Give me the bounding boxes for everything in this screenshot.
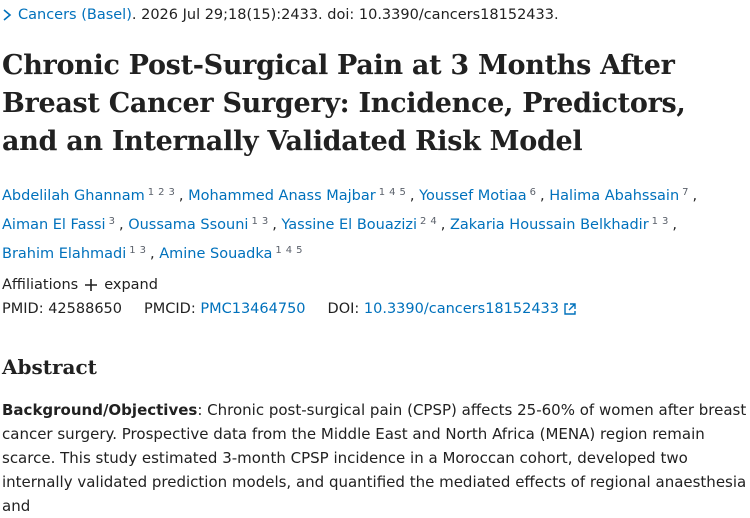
affiliation-number[interactable]: 4: [430, 216, 437, 227]
author-name[interactable]: Yassine El Bouazizi: [281, 217, 417, 233]
author-affiliations: 3: [109, 216, 119, 227]
author-name[interactable]: Zakaria Houssain Belkhadir: [449, 217, 649, 233]
page: Article {"citation": {"journal": "Cancer…: [0, 4, 750, 515]
author: Halima Abahssain 7: [549, 187, 697, 204]
author: Oussama Ssouni 1 3: [128, 216, 277, 233]
affiliation-number[interactable]: 1: [651, 216, 659, 227]
pmid: 42588650: [48, 301, 123, 317]
affiliation-number[interactable]: 3: [168, 187, 175, 198]
pmid-label: PMID:: [2, 301, 44, 317]
abstract-text: : Chronic post-surgical pain (CPSP) affe…: [2, 401, 747, 515]
affiliation-number[interactable]: 1: [275, 245, 282, 256]
journal-link[interactable]: Cancers (Basel): [18, 7, 132, 23]
citation-details: . 2026 Jul 29;18(15):2433. doi: 10.3390/…: [131, 7, 559, 23]
author-name[interactable]: Youssef Motiaa: [419, 188, 527, 204]
affiliation-number[interactable]: 1: [147, 187, 155, 198]
affiliations-label: Affiliations: [2, 277, 79, 293]
affiliation-number[interactable]: 4: [285, 245, 293, 256]
affiliation-number[interactable]: 3: [139, 245, 147, 256]
author: Abdelilah Ghannam 1 2 3: [2, 187, 183, 204]
affiliation-number[interactable]: 4: [389, 187, 396, 198]
abstract-section-label: Background/Objectives: [2, 401, 198, 419]
doi-label: DOI:: [327, 301, 360, 317]
chevron-icon: [3, 9, 12, 21]
affiliation-number[interactable]: 1: [129, 245, 136, 256]
affiliation-number[interactable]: 3: [662, 216, 669, 227]
author-name[interactable]: Aiman El Fassi: [2, 217, 106, 233]
affiliation-number[interactable]: 6: [529, 187, 537, 198]
external-link-icon: [564, 303, 576, 315]
body: Cancers (Basel). 2026 Jul 29;18(15):2433…: [0, 4, 750, 515]
affiliation-number[interactable]: 5: [296, 245, 303, 256]
affiliations-row: Affiliations expand: [2, 277, 747, 293]
author-name[interactable]: Halima Abahssain: [549, 188, 680, 204]
affiliation-number[interactable]: 3: [261, 216, 269, 227]
citation: Cancers (Basel). 2026 Jul 29;18(15):2433…: [2, 4, 747, 26]
pmcid-link[interactable]: PMC13464750: [200, 301, 306, 317]
author: Zakaria Houssain Belkhadir 1 3: [449, 216, 677, 233]
author: Brahim Elahmadi 1 3: [2, 245, 155, 262]
author-name[interactable]: Amine Souadka: [159, 246, 273, 262]
affiliation-number[interactable]: 1: [378, 187, 386, 198]
author-affiliations: 7: [682, 187, 692, 198]
author-name[interactable]: Mohammed Anass Majbar: [188, 188, 376, 204]
expand-toggle[interactable]: expand: [104, 277, 158, 293]
author: Amine Souadka 1 4 5: [159, 245, 306, 262]
affiliation-number[interactable]: 5: [399, 187, 406, 198]
author: Yassine El Bouazizi 2 4: [281, 216, 445, 233]
author: Aiman El Fassi 3: [2, 216, 124, 233]
affiliation-number[interactable]: 3: [108, 216, 115, 227]
affiliation-number[interactable]: 2: [158, 187, 165, 198]
author-name[interactable]: Abdelilah Ghannam: [2, 188, 145, 204]
article: Cancers (Basel). 2026 Jul 29;18(15):2433…: [0, 4, 747, 518]
plus-icon[interactable]: [84, 278, 98, 292]
abstract-paragraph: Background/Objectives: Chronic post-surg…: [2, 398, 747, 518]
author-name[interactable]: Oussama Ssouni: [128, 217, 249, 233]
pmcid-label: PMCID:: [144, 301, 196, 317]
abstract-heading: Abstract: [2, 355, 97, 379]
author: Youssef Motiaa 6: [419, 187, 545, 204]
identifiers: PMID: 42588650 PMCID: PMC13464750 DOI: 1…: [2, 301, 747, 317]
affiliation-number[interactable]: 7: [682, 187, 689, 198]
doi-link[interactable]: 10.3390/cancers18152433: [363, 301, 559, 317]
author-name[interactable]: Brahim Elahmadi: [2, 246, 127, 262]
affiliation-number[interactable]: 2: [420, 216, 427, 227]
article-title: Chronic Post-Surgical Pain at 3 Months A…: [2, 50, 686, 157]
author: Mohammed Anass Majbar 1 4 5: [188, 187, 414, 204]
affiliation-number[interactable]: 1: [251, 216, 258, 227]
author-affiliations: 6: [530, 187, 540, 198]
